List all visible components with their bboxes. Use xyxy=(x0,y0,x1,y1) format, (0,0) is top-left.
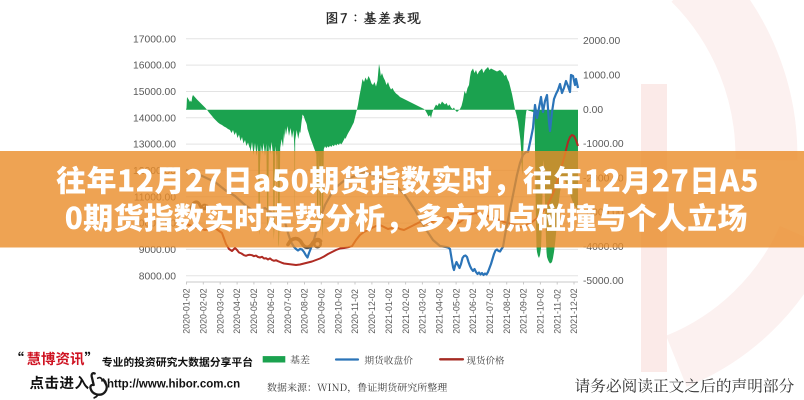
svg-text:16000.00: 16000.00 xyxy=(133,61,176,72)
svg-text:2021-04-02: 2021-04-02 xyxy=(434,288,444,333)
svg-text:2020-01-02: 2020-01-02 xyxy=(182,288,192,333)
svg-text:2020-09-02: 2020-09-02 xyxy=(317,288,327,333)
svg-text:17000.00: 17000.00 xyxy=(133,34,176,45)
svg-text:2021-09-02: 2021-09-02 xyxy=(519,288,529,333)
svg-text:2020-06-02: 2020-06-02 xyxy=(266,288,276,333)
svg-text:13000.00: 13000.00 xyxy=(133,140,176,151)
svg-text:2020-02-02: 2020-02-02 xyxy=(199,288,209,333)
svg-text:2021-11-02: 2021-11-02 xyxy=(552,289,562,334)
svg-text:2021-05-02: 2021-05-02 xyxy=(451,288,461,333)
svg-text:14000.00: 14000.00 xyxy=(133,113,176,124)
svg-text:2020-04-02: 2020-04-02 xyxy=(232,288,242,333)
svg-text:0.00: 0.00 xyxy=(583,105,603,116)
svg-text:2021-01-02: 2021-01-02 xyxy=(384,288,394,333)
svg-text:8000.00: 8000.00 xyxy=(139,271,176,282)
svg-text:2021-03-02: 2021-03-02 xyxy=(418,288,428,333)
svg-text:2020-12-02: 2020-12-02 xyxy=(367,288,377,333)
svg-text:2020-10-02: 2020-10-02 xyxy=(333,288,343,333)
svg-text:2021-10-02: 2021-10-02 xyxy=(536,288,546,333)
svg-text:2021-06-02: 2021-06-02 xyxy=(468,288,478,333)
svg-text:2020-05-02: 2020-05-02 xyxy=(249,288,259,333)
svg-text:2020-07-02: 2020-07-02 xyxy=(283,288,293,333)
svg-text:-1000.00: -1000.00 xyxy=(583,139,624,150)
svg-text:2021-02-02: 2021-02-02 xyxy=(401,288,411,333)
svg-text:2020-11-02: 2020-11-02 xyxy=(350,289,360,334)
svg-text:15000.00: 15000.00 xyxy=(133,87,176,98)
svg-text:2020-08-02: 2020-08-02 xyxy=(300,288,310,333)
svg-text:9000.00: 9000.00 xyxy=(139,245,176,256)
svg-text:2021-08-02: 2021-08-02 xyxy=(502,288,512,333)
svg-text:2020-03-02: 2020-03-02 xyxy=(215,288,225,333)
svg-text:2000.00: 2000.00 xyxy=(583,36,620,47)
svg-text:http://www.hibor.com.cn: http://www.hibor.com.cn xyxy=(107,379,240,391)
svg-text:2021-07-02: 2021-07-02 xyxy=(485,288,495,333)
svg-text:2021-12-02: 2021-12-02 xyxy=(569,288,579,333)
svg-text:1000.00: 1000.00 xyxy=(583,71,620,82)
svg-text:-5000.00: -5000.00 xyxy=(583,276,624,287)
